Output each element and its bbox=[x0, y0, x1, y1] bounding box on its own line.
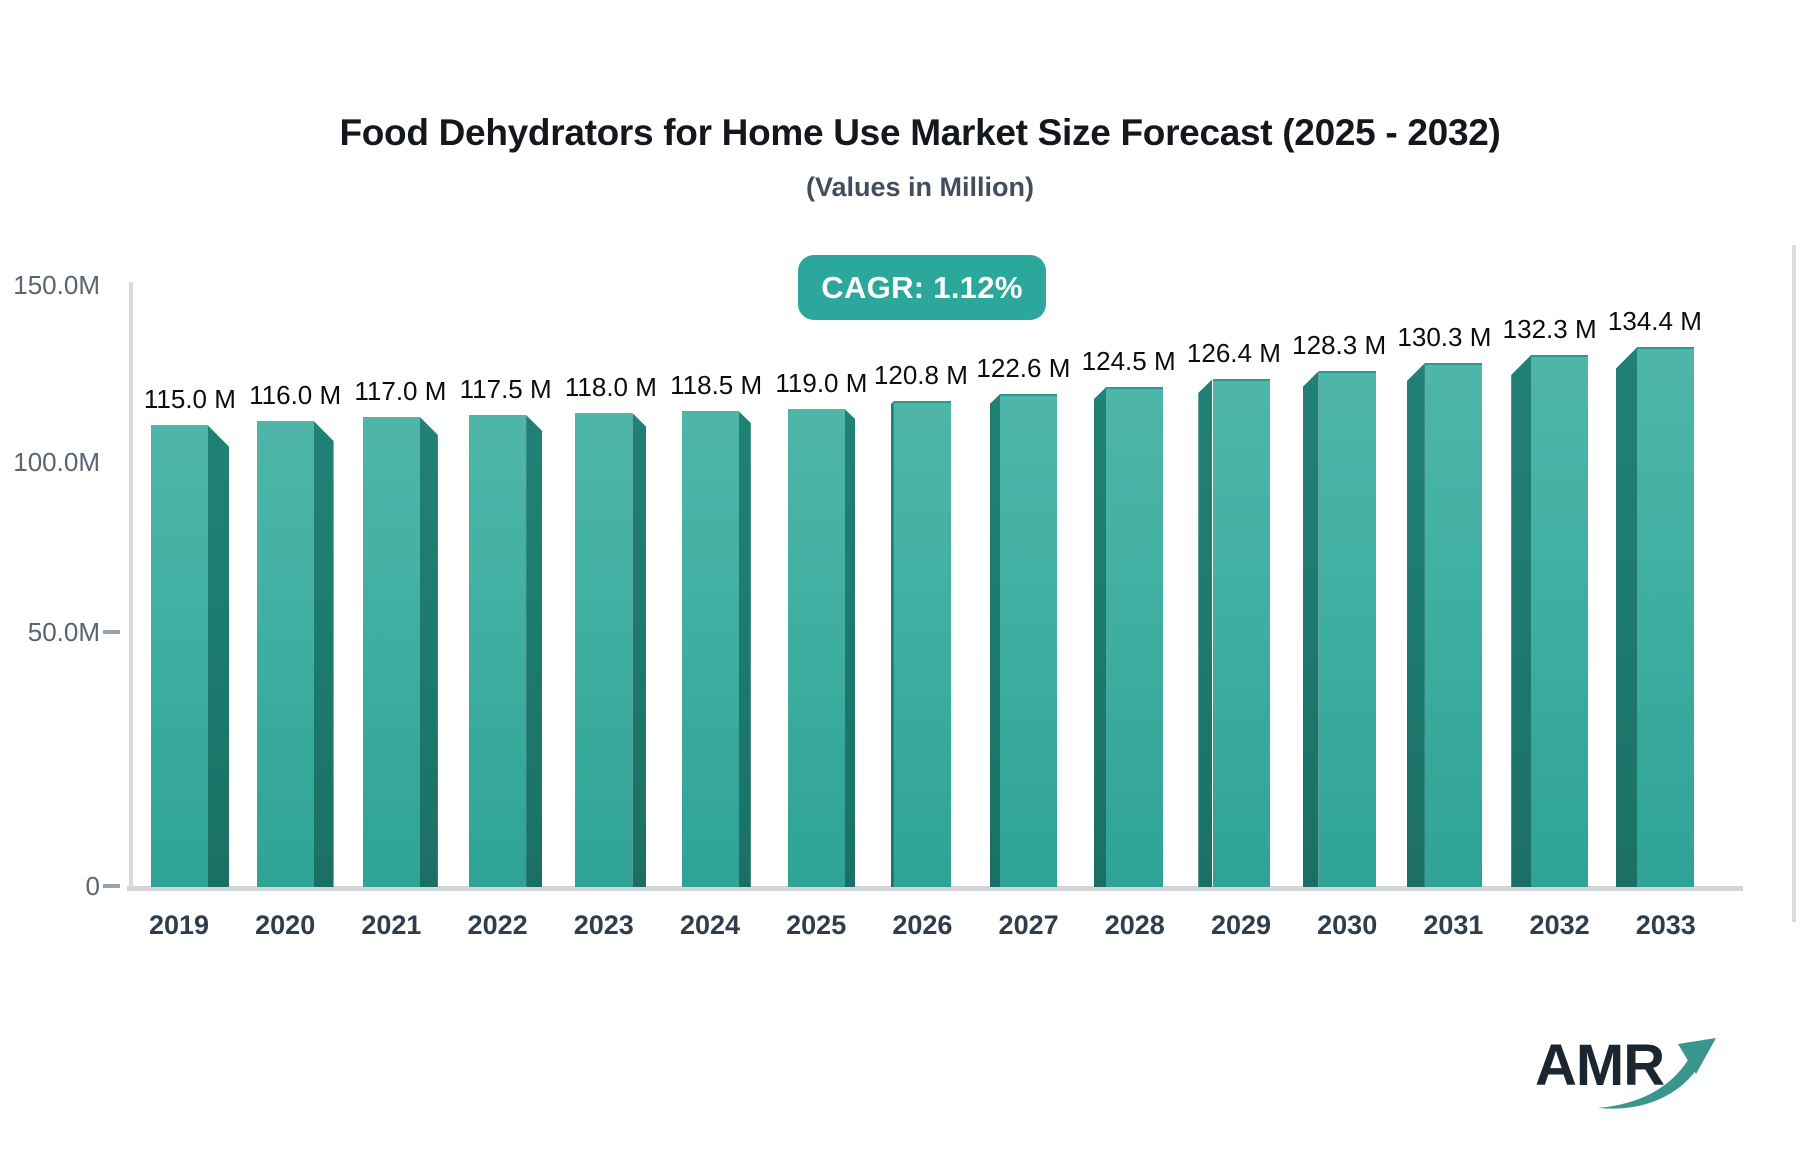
bar-value-label-2023: 118.0 M bbox=[564, 372, 657, 402]
bar-value-label-2024: 118.5 M bbox=[670, 370, 763, 400]
bar-side-2032 bbox=[1511, 355, 1532, 887]
bar-side-2030 bbox=[1302, 371, 1319, 887]
x-axis-label-2019: 2019 bbox=[148, 910, 210, 940]
bar-side-2022 bbox=[526, 415, 543, 887]
bar-value-label-2028: 124.5 M bbox=[1081, 346, 1176, 376]
bar-side-2025 bbox=[844, 409, 856, 887]
trend-up-arrow-icon bbox=[1592, 1024, 1722, 1124]
bar-value-label-2033: 134.4 M bbox=[1607, 306, 1702, 336]
bar-2033 bbox=[1637, 347, 1695, 887]
x-axis-label-2022: 2022 bbox=[467, 910, 528, 940]
y-axis-tick bbox=[103, 884, 120, 888]
y-axis-tick bbox=[103, 630, 120, 634]
bar-2027 bbox=[1000, 394, 1058, 887]
bar-value-label-2031: 130.3 M bbox=[1397, 322, 1492, 352]
x-axis-label-2028: 2028 bbox=[1104, 910, 1165, 940]
y-axis-label-100.0M: 100.0M bbox=[13, 447, 100, 477]
bar-side-2020 bbox=[313, 421, 334, 887]
bar-2030 bbox=[1318, 371, 1376, 887]
bar-value-label-2026: 120.8 M bbox=[873, 360, 968, 390]
x-axis-label-2025: 2025 bbox=[786, 910, 847, 940]
bar-2029 bbox=[1212, 379, 1270, 887]
bar-value-label-2021: 117.0 M bbox=[354, 376, 447, 406]
bar-side-2019 bbox=[207, 425, 230, 887]
bar-2023 bbox=[575, 413, 633, 887]
y-axis-label-150.0M: 150.0M bbox=[13, 270, 100, 300]
cagr-badge-label: CAGR: 1.12% bbox=[821, 269, 1023, 305]
bar-2025 bbox=[787, 409, 845, 887]
bar-side-2033 bbox=[1615, 347, 1638, 887]
x-axis-label-2027: 2027 bbox=[998, 910, 1059, 940]
bar-2020 bbox=[256, 421, 314, 887]
amr-logo: AMR bbox=[1530, 1030, 1730, 1120]
bar-value-label-2019: 115.0 M bbox=[143, 384, 236, 414]
bar-side-2026 bbox=[890, 401, 894, 887]
bar-value-label-2030: 128.3 M bbox=[1292, 330, 1387, 360]
bar-value-label-2027: 122.6 M bbox=[976, 353, 1071, 383]
bar-side-2021 bbox=[419, 417, 438, 887]
x-axis-label-2033: 2033 bbox=[1635, 910, 1696, 940]
bar-value-label-2029: 126.4 M bbox=[1186, 338, 1281, 368]
bar-side-2023 bbox=[632, 413, 647, 887]
bar-2032 bbox=[1531, 355, 1589, 887]
x-axis-label-2024: 2024 bbox=[679, 910, 741, 940]
plot-right-border bbox=[1792, 245, 1796, 922]
bar-side-2027 bbox=[989, 394, 1001, 887]
bar-value-label-2022: 117.5 M bbox=[459, 374, 552, 404]
bar-2026 bbox=[893, 401, 951, 887]
bar-value-label-2032: 132.3 M bbox=[1502, 314, 1597, 344]
y-axis-label-0: 0 bbox=[85, 871, 100, 901]
chart-subtitle: (Values in Million) bbox=[805, 172, 1035, 202]
x-axis-label-2023: 2023 bbox=[573, 910, 634, 940]
x-axis-label-2030: 2030 bbox=[1317, 910, 1378, 940]
bar-side-2028 bbox=[1094, 387, 1107, 887]
x-axis-baseline bbox=[127, 886, 1743, 891]
x-axis-label-2026: 2026 bbox=[892, 910, 953, 940]
x-axis-label-2032: 2032 bbox=[1529, 910, 1590, 940]
x-axis-label-2031: 2031 bbox=[1423, 910, 1484, 940]
bar-2024 bbox=[681, 411, 739, 887]
bar-2019 bbox=[150, 425, 208, 887]
bar-2021 bbox=[362, 417, 420, 887]
bar-2031 bbox=[1424, 363, 1482, 887]
bar-value-label-2020: 116.0 M bbox=[249, 380, 342, 410]
x-axis-label-2021: 2021 bbox=[361, 910, 422, 940]
bar-side-2024 bbox=[738, 411, 751, 887]
bar-2022 bbox=[469, 415, 527, 887]
amr-logo-text: AMR bbox=[1535, 1033, 1665, 1098]
chart-title: Food Dehydrators for Home Use Market Siz… bbox=[339, 112, 1501, 153]
bar-side-2029 bbox=[1198, 379, 1213, 887]
cagr-badge: CAGR: 1.12% bbox=[798, 255, 1046, 320]
x-axis-label-2029: 2029 bbox=[1210, 910, 1272, 940]
y-axis-label-50.0M: 50.0M bbox=[27, 617, 100, 647]
bar-2028 bbox=[1106, 387, 1164, 887]
y-axis-line bbox=[129, 282, 133, 888]
bar-value-label-2025: 119.0 M bbox=[775, 368, 868, 398]
bar-side-2031 bbox=[1406, 363, 1425, 887]
x-axis-label-2020: 2020 bbox=[255, 910, 316, 940]
